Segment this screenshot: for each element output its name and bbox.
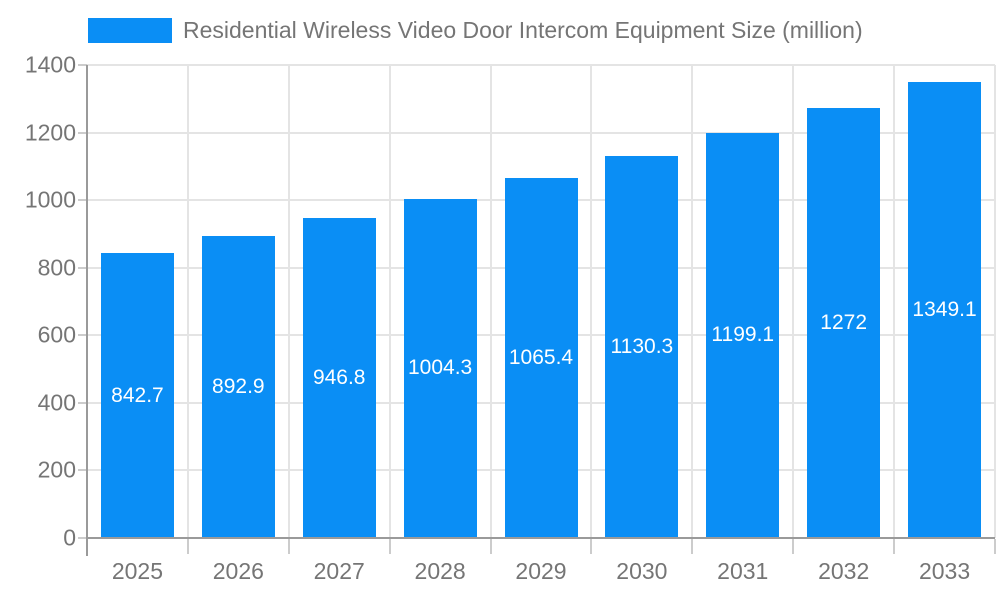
y-axis-tick-label: 1000 <box>24 186 76 213</box>
bar-2033 <box>908 82 982 538</box>
y-tick-mark <box>78 537 87 539</box>
y-axis-tick-label: 800 <box>37 254 76 281</box>
y-tick-mark <box>78 469 87 472</box>
x-axis-tick-label: 2026 <box>212 558 264 584</box>
y-axis-tick-label: 1400 <box>24 51 76 78</box>
x-tick-mark <box>388 539 391 554</box>
x-axis-tick-label: 2029 <box>515 558 567 584</box>
x-axis-tick-label: 2032 <box>818 558 870 584</box>
bar-value-label: 1199.1 <box>711 323 775 347</box>
bar-2031 <box>706 132 780 538</box>
x-gridline <box>590 65 593 538</box>
y-tick-mark <box>78 64 87 66</box>
y-tick-mark <box>78 199 87 202</box>
bar-2028 <box>403 198 477 538</box>
x-gridline <box>186 65 189 538</box>
bar-2026 <box>201 236 275 538</box>
x-gridline <box>792 65 795 538</box>
x-tick-mark <box>590 539 593 554</box>
legend-label: Residential Wireless Video Door Intercom… <box>183 17 863 43</box>
x-tick-mark <box>489 539 492 554</box>
y-axis-tick-label: 0 <box>63 524 76 551</box>
legend-swatch <box>88 18 172 43</box>
y-gridline <box>87 64 995 66</box>
x-gridline <box>994 65 996 538</box>
y-tick-mark <box>78 401 87 404</box>
y-tick-mark <box>78 131 87 134</box>
bar-value-label: 1004.3 <box>407 356 473 380</box>
y-gridline <box>87 131 995 134</box>
x-axis-tick-label: 2031 <box>717 558 769 584</box>
x-axis-tick-label: 2033 <box>918 558 971 584</box>
x-gridline <box>287 65 290 538</box>
x-axis-tick-label: 2027 <box>313 558 365 584</box>
bar-value-label: 892.9 <box>212 375 265 399</box>
y-axis-line <box>86 65 88 556</box>
bar-2025 <box>100 253 174 538</box>
y-tick-mark <box>78 266 87 269</box>
y-tick-mark <box>78 334 87 337</box>
bar-value-label: 1065.4 <box>508 346 574 370</box>
bar-2030 <box>605 156 679 538</box>
x-tick-mark <box>287 539 290 554</box>
x-tick-mark <box>994 539 996 554</box>
x-tick-mark <box>691 539 694 554</box>
y-axis-tick-label: 1200 <box>24 119 76 146</box>
x-axis-tick-label: 2030 <box>616 558 668 584</box>
x-gridline <box>489 65 492 538</box>
x-axis-tick-label: 2028 <box>414 558 466 584</box>
y-axis-tick-label: 600 <box>37 321 76 348</box>
bar-2032 <box>807 108 881 538</box>
x-tick-mark <box>186 539 189 554</box>
bar-2027 <box>302 218 376 538</box>
bar-value-label: 1130.3 <box>610 335 674 359</box>
bar-2029 <box>504 178 578 538</box>
x-tick-mark <box>792 539 795 554</box>
bar-value-label: 842.7 <box>111 383 164 407</box>
x-tick-mark <box>893 539 896 554</box>
x-gridline <box>388 65 391 538</box>
x-gridline <box>691 65 694 538</box>
x-gridline <box>893 65 896 538</box>
y-axis-tick-label: 200 <box>37 456 76 483</box>
x-axis-line <box>87 537 995 539</box>
bar-value-label: 1272 <box>820 311 868 335</box>
x-axis-tick-label: 2025 <box>111 558 164 584</box>
bar-value-label: 946.8 <box>312 366 366 390</box>
y-axis-tick-label: 400 <box>37 389 76 416</box>
bar-value-label: 1349.1 <box>912 298 977 322</box>
